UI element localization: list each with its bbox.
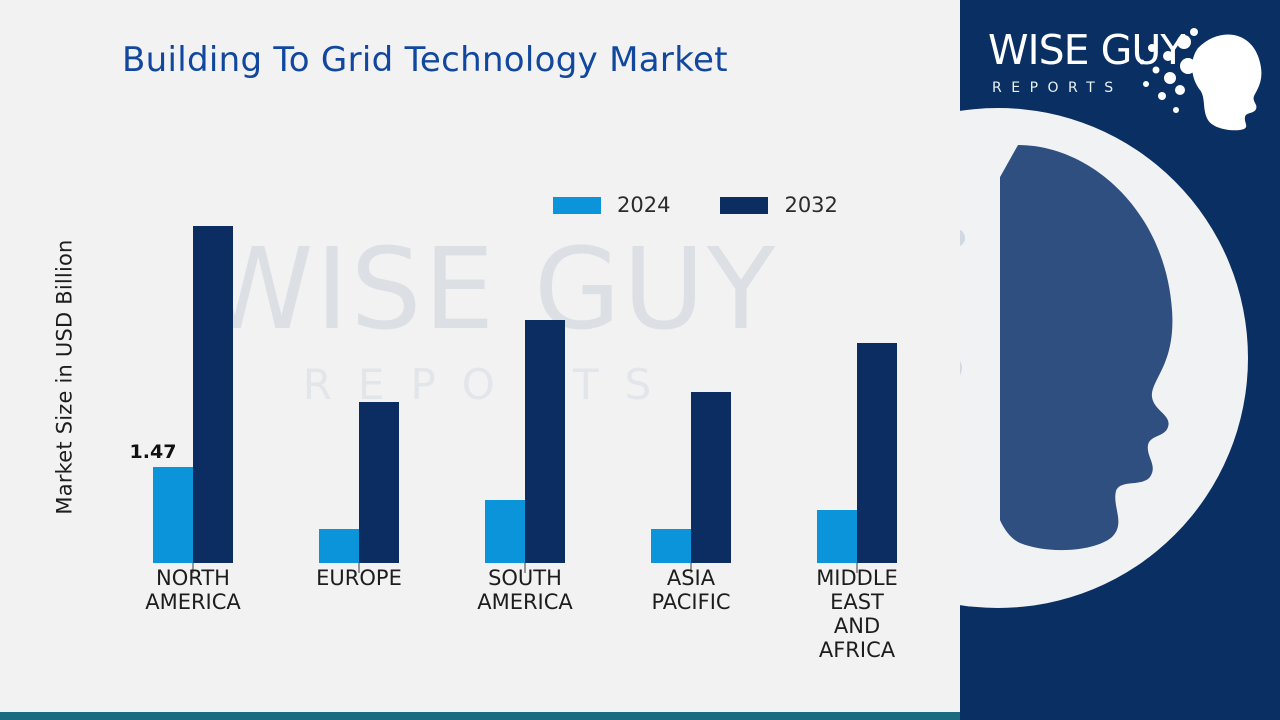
bar-2032[interactable]	[691, 391, 731, 563]
y-axis-title-text: Market Size in USD Billion	[53, 239, 77, 515]
y-axis-title: Market Size in USD Billion	[48, 192, 82, 562]
bar-2032[interactable]	[525, 320, 565, 563]
bar-2032[interactable]	[857, 343, 897, 563]
bar-pair	[651, 210, 731, 563]
bar-2024[interactable]	[651, 529, 691, 563]
plot-area: 1.47	[110, 210, 940, 573]
brand-panel: WISE GUY REPORTS	[960, 0, 1280, 720]
bar-groups: 1.47	[110, 210, 940, 573]
brand-logo: WISE GUY REPORTS	[988, 28, 1262, 131]
bar-2024[interactable]	[817, 510, 857, 563]
head-profile-icon	[1000, 145, 1173, 551]
logo-head-profile-icon	[1139, 28, 1262, 131]
brand-logo-subtitle: REPORTS	[992, 80, 1123, 96]
bar-group	[442, 210, 608, 573]
legend-item-2024[interactable]: 2024	[553, 193, 670, 217]
legend-label-2032: 2032	[784, 193, 838, 217]
axis-tick	[690, 563, 692, 573]
brand-dot-pattern-icon	[960, 229, 965, 376]
bar-2032[interactable]	[359, 402, 399, 563]
bar-group	[608, 210, 774, 573]
page-title: Building To Grid Technology Market	[122, 40, 728, 80]
axis-tick	[192, 563, 194, 573]
bar-group	[774, 210, 940, 573]
bar-2032[interactable]	[193, 226, 233, 563]
x-axis-label: SOUTH AMERICA	[477, 566, 573, 615]
bar-pair	[485, 210, 565, 563]
bar-group: 1.47	[110, 210, 276, 573]
bar-group	[276, 210, 442, 573]
legend-swatch-2032	[720, 196, 769, 214]
bar-pair	[153, 210, 233, 563]
bar-2024[interactable]	[153, 466, 193, 563]
x-axis-label: NORTH AMERICA	[145, 566, 241, 615]
axis-tick	[358, 563, 360, 573]
bottom-accent-strip	[0, 712, 960, 720]
legend-item-2032[interactable]: 2032	[720, 193, 838, 217]
legend-label-2024: 2024	[617, 193, 671, 217]
legend-swatch-2024	[553, 196, 601, 214]
x-axis-labels: NORTH AMERICA EUROPE SOUTH AMERICA ASIA PAC…	[110, 566, 940, 663]
chart-legend: 2024 2032	[553, 193, 838, 217]
bar-data-label: 1.47	[129, 440, 177, 463]
bar-pair	[319, 210, 399, 563]
axis-tick	[524, 563, 526, 573]
x-axis-label: EUROPE	[316, 566, 402, 590]
x-axis-label: ASIA PACIFIC	[651, 566, 731, 615]
axis-tick	[856, 563, 858, 573]
bar-2024[interactable]	[319, 529, 359, 563]
bar-pair	[817, 210, 897, 563]
x-axis-label: MIDDLE EAST AND AFRICA	[816, 566, 898, 663]
bar-2024[interactable]	[485, 499, 525, 563]
